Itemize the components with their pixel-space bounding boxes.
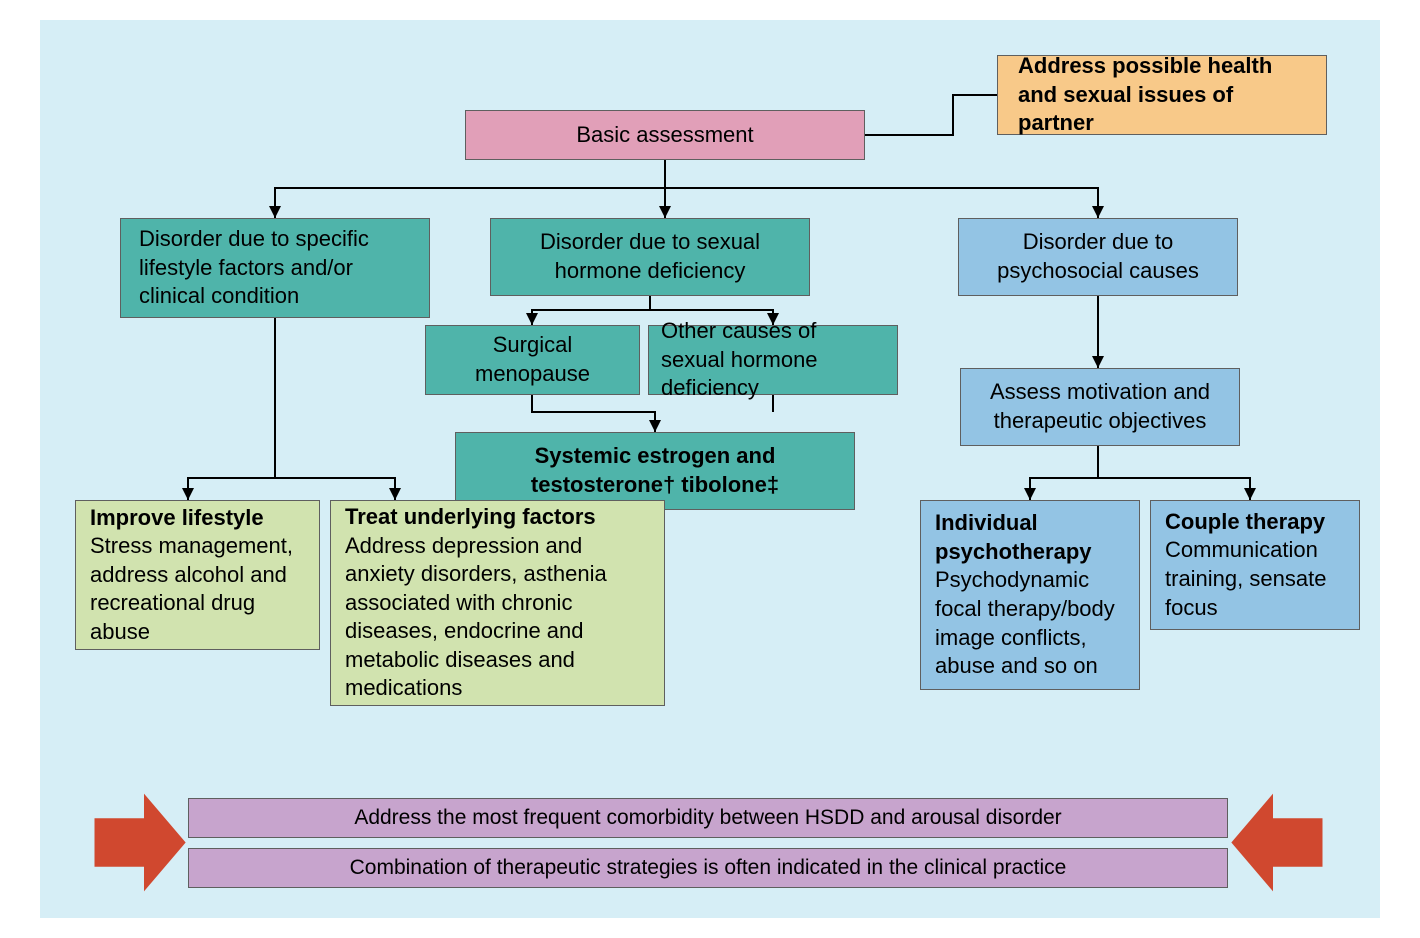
- node-improve: Improve lifestyleStress management, addr…: [75, 500, 320, 650]
- node-hormone: Disorder due to sexual hormone deficienc…: [490, 218, 810, 296]
- node-indiv-title: Individual psychotherapy: [935, 509, 1125, 566]
- node-couple-body: Communication training, sensate focus: [1165, 536, 1345, 622]
- node-systemic-title: Systemic estrogen and testosterone† tibo…: [470, 442, 840, 499]
- node-bar1: Address the most frequent comorbidity be…: [188, 798, 1228, 838]
- node-psycho-body: Disorder due to psychosocial causes: [977, 228, 1219, 285]
- node-indiv: Individual psychotherapyPsychodynamic fo…: [920, 500, 1140, 690]
- stage: Basic assessment Address possible health …: [0, 0, 1420, 938]
- node-assessMot-body: Assess motivation and therapeutic object…: [979, 378, 1221, 435]
- node-bar2-body: Combination of therapeutic strategies is…: [350, 854, 1067, 881]
- node-improve-title: Improve lifestyle: [90, 504, 264, 533]
- node-basic-body: Basic assessment: [576, 121, 753, 150]
- node-indiv-body: Psychodynamic focal therapy/body image c…: [935, 566, 1125, 680]
- node-treatUnder-body: Address depression and anxiety disorders…: [345, 532, 650, 704]
- node-couple-title: Couple therapy: [1165, 508, 1325, 537]
- node-partner: Address possible health and sexual issue…: [997, 55, 1327, 135]
- node-lifestyle: Disorder due to specific lifestyle facto…: [120, 218, 430, 318]
- node-otherHorm-body: Other causes of sexual hormone deficienc…: [661, 317, 885, 403]
- node-systemic: Systemic estrogen and testosterone† tibo…: [455, 432, 855, 510]
- node-assessMot: Assess motivation and therapeutic object…: [960, 368, 1240, 446]
- node-bar1-body: Address the most frequent comorbidity be…: [354, 804, 1061, 831]
- node-treatUnder: Treat underlying factorsAddress depressi…: [330, 500, 665, 706]
- node-couple: Couple therapyCommunication training, se…: [1150, 500, 1360, 630]
- node-improve-body: Stress management, address alcohol and r…: [90, 532, 305, 646]
- node-surg: Surgical menopause: [425, 325, 640, 395]
- node-bar2: Combination of therapeutic strategies is…: [188, 848, 1228, 888]
- node-treatUnder-title: Treat underlying factors: [345, 503, 596, 532]
- node-surg-body: Surgical menopause: [438, 331, 627, 388]
- node-hormone-body: Disorder due to sexual hormone deficienc…: [509, 228, 791, 285]
- node-psycho: Disorder due to psychosocial causes: [958, 218, 1238, 296]
- node-basic: Basic assessment: [465, 110, 865, 160]
- node-otherHorm: Other causes of sexual hormone deficienc…: [648, 325, 898, 395]
- node-partner-title: Address possible health and sexual issue…: [1018, 52, 1306, 138]
- node-lifestyle-body: Disorder due to specific lifestyle facto…: [139, 225, 411, 311]
